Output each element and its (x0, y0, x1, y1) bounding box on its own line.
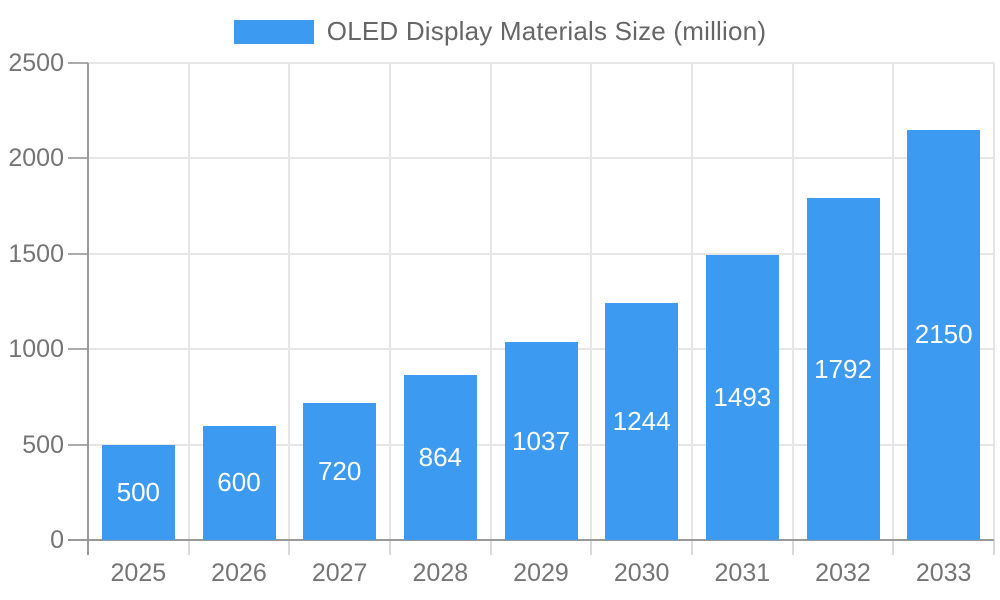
x-axis-tick-label: 2026 (211, 559, 267, 587)
x-axis-tick (590, 540, 593, 555)
bar: 600 (202, 425, 276, 540)
bar: 1037 (504, 342, 578, 540)
bar-value-label: 500 (116, 476, 161, 507)
x-axis-tick-label: 2028 (412, 559, 469, 587)
legend-label: OLED Display Materials Size (million) (326, 16, 767, 46)
x-gridline (389, 63, 391, 540)
legend-swatch (233, 19, 314, 44)
y-axis-line (87, 63, 89, 555)
x-axis-tick (791, 540, 794, 555)
y-gridline (88, 157, 994, 160)
y-axis-tick-label: 1000 (8, 335, 64, 364)
bar-value-label: 1792 (814, 353, 872, 384)
x-gridline (288, 63, 291, 540)
bar: 1493 (705, 255, 779, 540)
x-axis-tick (892, 540, 895, 555)
y-axis-tick-label: 2000 (8, 144, 64, 173)
y-axis-tick (68, 443, 88, 446)
legend: OLED Display Materials Size (million) (0, 16, 1000, 47)
x-axis-tick (288, 540, 291, 555)
x-axis-tick-label: 2030 (613, 559, 670, 587)
bar-value-label: 2150 (914, 319, 973, 350)
x-gridline (691, 63, 693, 540)
y-axis-tick (68, 157, 88, 160)
x-gridline (892, 63, 895, 540)
bar: 1244 (605, 302, 679, 540)
y-axis-tick-label: 0 (50, 526, 64, 554)
x-gridline (590, 63, 593, 540)
x-axis-tick-label: 2025 (110, 559, 167, 587)
y-axis-tick (68, 539, 88, 541)
y-axis-tick (68, 348, 88, 351)
x-axis-tick (489, 540, 492, 555)
x-axis-tick-label: 2031 (714, 559, 771, 587)
y-gridline (88, 62, 994, 64)
bar-value-label: 864 (418, 442, 463, 473)
x-axis-tick-label: 2029 (513, 559, 569, 587)
y-axis-tick-label: 1500 (8, 239, 64, 268)
x-axis-tick-label: 2033 (915, 559, 972, 587)
x-axis-tick (187, 540, 190, 555)
x-gridline (489, 63, 492, 540)
bar: 1792 (806, 198, 880, 540)
bar-value-label: 1244 (612, 405, 671, 436)
x-axis-tick (691, 540, 693, 555)
bar-value-label: 1037 (512, 425, 570, 456)
x-axis-line (88, 539, 994, 541)
bar-value-label: 720 (317, 455, 362, 486)
x-axis-tick (993, 540, 995, 555)
y-axis-tick-label: 500 (22, 430, 64, 459)
x-gridline (993, 63, 995, 540)
x-axis-tick-label: 2027 (311, 559, 368, 587)
y-axis-tick-label: 2500 (8, 49, 64, 77)
x-gridline (187, 63, 190, 540)
y-axis-tick (68, 62, 88, 64)
x-axis-tick (389, 540, 391, 555)
y-gridline (88, 252, 994, 255)
x-gridline (791, 63, 794, 540)
bar: 864 (403, 375, 477, 540)
y-axis-tick (68, 252, 88, 255)
bar: 720 (303, 402, 377, 540)
bar-value-label: 1493 (713, 382, 772, 413)
bar: 2150 (907, 129, 981, 540)
bar: 500 (101, 444, 175, 540)
x-axis-tick-label: 2032 (815, 559, 871, 587)
bar-value-label: 600 (217, 467, 261, 498)
